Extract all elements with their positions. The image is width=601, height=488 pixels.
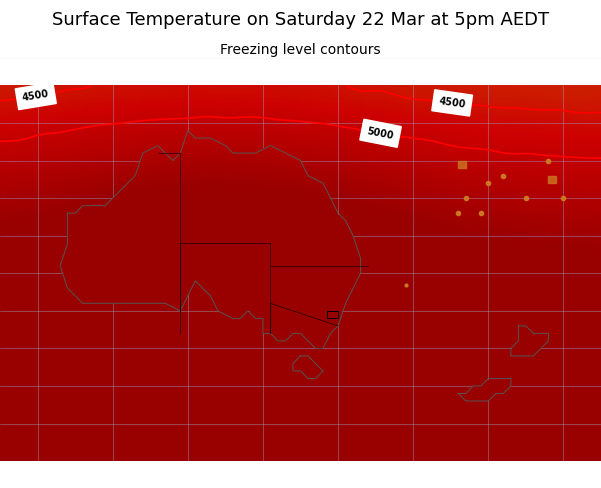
Text: Surface Temperature on Saturday 22 Mar at 5pm AEDT: Surface Temperature on Saturday 22 Mar a…: [52, 12, 549, 29]
Text: 4500: 4500: [22, 89, 50, 103]
Text: 4500: 4500: [438, 96, 466, 110]
Text: Freezing level contours: Freezing level contours: [220, 43, 381, 57]
Bar: [327, 311, 338, 318]
Text: 5000: 5000: [367, 126, 395, 141]
Polygon shape: [459, 161, 466, 168]
Polygon shape: [549, 176, 556, 183]
